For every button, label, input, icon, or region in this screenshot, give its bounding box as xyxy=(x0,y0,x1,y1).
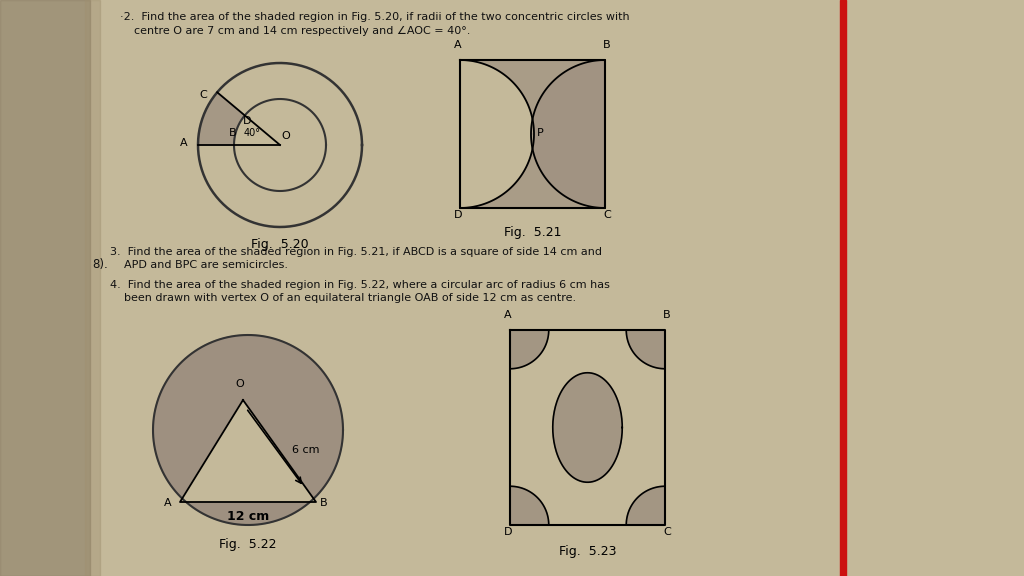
Text: Fig.  5.22: Fig. 5.22 xyxy=(219,538,276,551)
Polygon shape xyxy=(460,60,605,208)
Text: B: B xyxy=(603,40,610,50)
Text: Fig.  5.21: Fig. 5.21 xyxy=(504,226,561,239)
Bar xyxy=(0,0,90,576)
Text: D: D xyxy=(504,527,512,537)
Text: 4.  Find the area of the shaded region in Fig. 5.22, where a circular arc of rad: 4. Find the area of the shaded region in… xyxy=(110,280,610,290)
Text: A: A xyxy=(455,40,462,50)
Polygon shape xyxy=(553,373,623,482)
Text: APD and BPC are semicircles.: APD and BPC are semicircles. xyxy=(110,260,288,270)
Text: 40°: 40° xyxy=(244,128,261,138)
Text: P: P xyxy=(538,128,544,138)
Text: Fig.  5.23: Fig. 5.23 xyxy=(559,545,616,558)
Text: Fig.  5.20: Fig. 5.20 xyxy=(251,238,309,251)
Text: O: O xyxy=(236,379,245,389)
Text: C: C xyxy=(603,210,611,220)
Bar xyxy=(840,0,846,576)
Polygon shape xyxy=(510,330,549,369)
Text: B: B xyxy=(229,128,237,138)
Polygon shape xyxy=(198,92,245,145)
Text: centre O are 7 cm and 14 cm respectively and ∠AOC = 40°.: centre O are 7 cm and 14 cm respectively… xyxy=(120,26,470,36)
Bar xyxy=(510,330,665,525)
Text: B: B xyxy=(664,310,671,320)
Text: A: A xyxy=(164,498,172,508)
Text: O: O xyxy=(282,131,291,141)
Text: 8).: 8). xyxy=(92,258,108,271)
Text: C: C xyxy=(664,527,671,537)
Polygon shape xyxy=(510,486,549,525)
Polygon shape xyxy=(153,335,343,525)
Text: A: A xyxy=(504,310,512,320)
Text: 6 cm: 6 cm xyxy=(293,445,319,455)
Text: been drawn with vertex O of an equilateral triangle OAB of side 12 cm as centre.: been drawn with vertex O of an equilater… xyxy=(110,293,577,303)
Polygon shape xyxy=(627,486,665,525)
Text: ·2.  Find the area of the shaded region in Fig. 5.20, if radii of the two concen: ·2. Find the area of the shaded region i… xyxy=(120,12,630,22)
Polygon shape xyxy=(460,60,605,208)
Text: D: D xyxy=(243,116,251,126)
Text: 3.  Find the area of the shaded region in Fig. 5.21, if ABCD is a square of side: 3. Find the area of the shaded region in… xyxy=(110,247,602,257)
Text: 12 cm: 12 cm xyxy=(227,510,269,523)
Polygon shape xyxy=(627,330,665,369)
Text: C: C xyxy=(200,90,207,100)
Bar xyxy=(85,0,100,576)
Text: D: D xyxy=(454,210,462,220)
Text: B: B xyxy=(321,498,328,508)
Polygon shape xyxy=(180,400,316,502)
Text: A: A xyxy=(180,138,187,148)
